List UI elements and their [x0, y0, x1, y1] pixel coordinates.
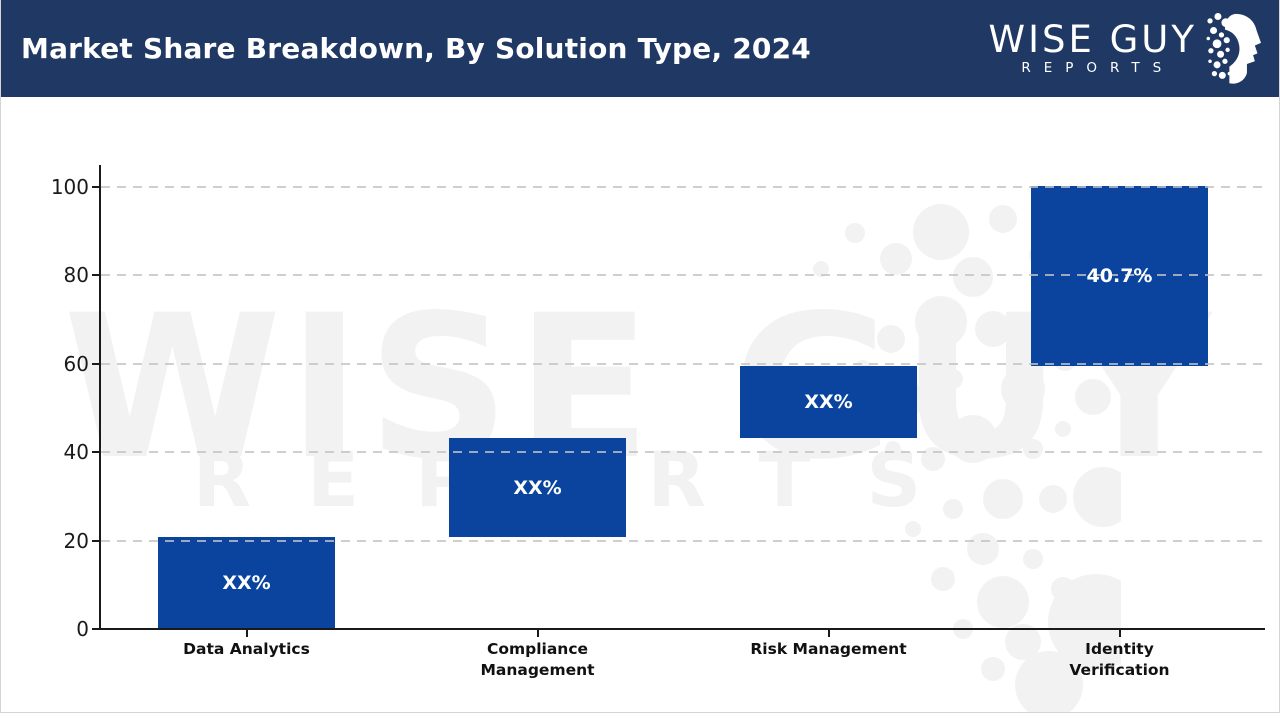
x-category-label: Identity Verification [1069, 640, 1170, 679]
y-tick-label: 100 [50, 175, 89, 199]
y-tick-label: 20 [63, 528, 89, 553]
brand-subname: REPORTS [1021, 60, 1175, 77]
bar-value-label: XX% [513, 476, 562, 499]
x-tick-mark [827, 630, 830, 637]
bar-value-label: 40.7% [1086, 264, 1153, 287]
y-tick-label: 0 [76, 617, 89, 641]
y-tick-label: 60 [63, 351, 89, 376]
x-tick-mark [1118, 630, 1121, 637]
bar [740, 365, 917, 438]
bar-value-label: XX% [222, 571, 271, 594]
y-tick-label: 80 [63, 263, 89, 288]
y-tick-mark [92, 628, 99, 630]
x-category-label: Compliance Management [480, 640, 595, 679]
brand-logo-text: WISE GUY REPORTS [989, 21, 1197, 76]
gridline [101, 362, 1265, 365]
x-tick-mark [245, 630, 248, 637]
brand-name: WISE GUY [988, 18, 1197, 62]
x-axis-line [99, 628, 1265, 630]
y-tick-mark [92, 186, 99, 188]
header-bar: Market Share Breakdown, By Solution Type… [1, 0, 1279, 97]
y-tick-mark [92, 451, 99, 454]
dotted-face-profile-icon [1206, 12, 1261, 84]
y-tick-label: 40 [63, 440, 89, 465]
page-title: Market Share Breakdown, By Solution Type… [21, 32, 811, 65]
x-category-label: Risk Management [750, 640, 907, 658]
x-tick-mark [536, 630, 539, 637]
gridline [101, 539, 1265, 542]
y-tick-mark [92, 362, 99, 365]
gridline [101, 274, 1265, 277]
x-category-label: Data Analytics [183, 640, 310, 658]
bar [158, 537, 335, 628]
y-axis-line [99, 165, 101, 630]
y-tick-mark [92, 274, 99, 277]
y-tick-mark [92, 539, 99, 542]
brand-logo: WISE GUY REPORTS [989, 9, 1279, 89]
bar-value-label: XX% [804, 390, 853, 413]
bar [449, 437, 626, 538]
waterfall-chart: WISE GUY REPORTS [1, 97, 1279, 712]
gridline [101, 451, 1265, 454]
gridline [101, 186, 1265, 188]
